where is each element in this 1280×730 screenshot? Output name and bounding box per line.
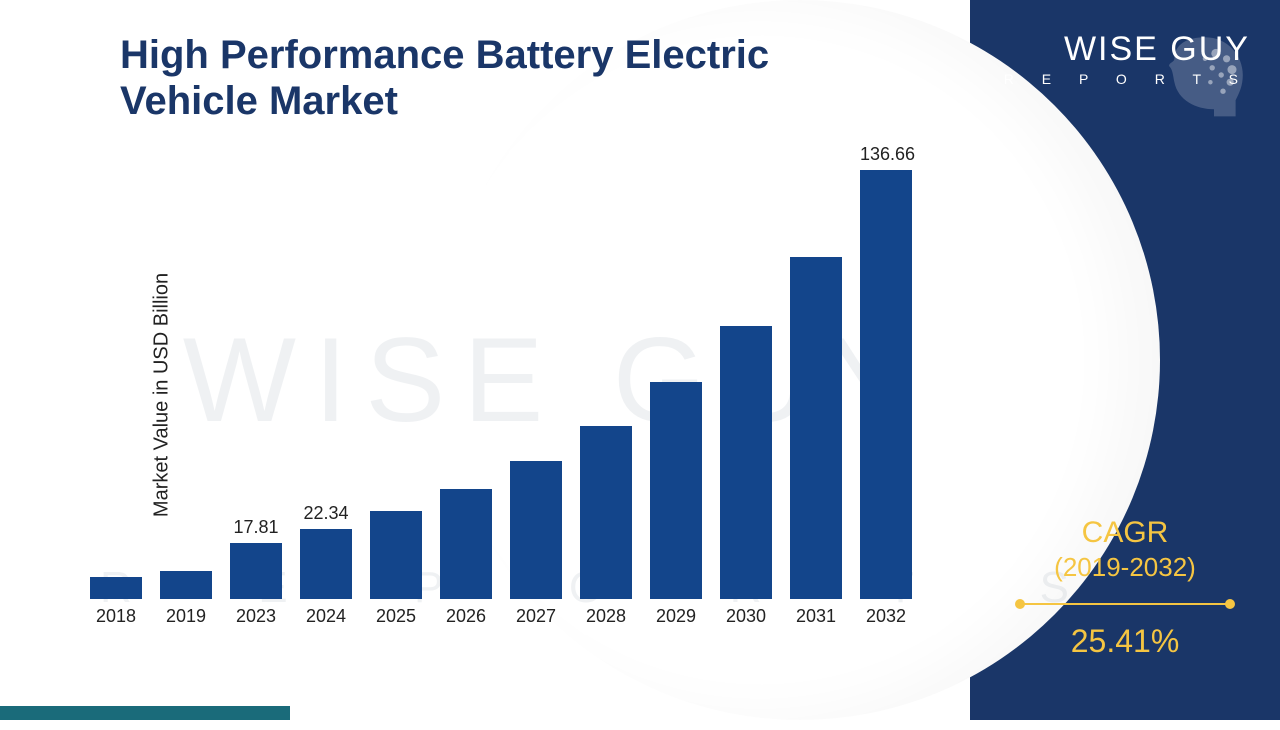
bar-group: 2027 bbox=[510, 461, 562, 599]
bar bbox=[510, 461, 562, 599]
cagr-divider bbox=[1020, 603, 1230, 605]
bar-category-label: 2019 bbox=[160, 606, 212, 627]
bar-category-label: 2018 bbox=[90, 606, 142, 627]
bar-group: 2025 bbox=[370, 511, 422, 599]
bar-group: 2029 bbox=[650, 382, 702, 599]
bar-chart: Market Value in USD Billion 2018201917.8… bbox=[70, 160, 910, 630]
bar-group: 2026 bbox=[440, 489, 492, 599]
bar-category-label: 2032 bbox=[860, 606, 912, 627]
bar-group: 2028 bbox=[580, 426, 632, 599]
cagr-range: (2019-2032) bbox=[1000, 552, 1250, 583]
bar bbox=[860, 170, 912, 600]
bar bbox=[650, 382, 702, 599]
bar bbox=[580, 426, 632, 599]
bar-group: 2031 bbox=[790, 257, 842, 599]
bar-group: 2030 bbox=[720, 326, 772, 599]
bar-category-label: 2026 bbox=[440, 606, 492, 627]
bar-category-label: 2030 bbox=[720, 606, 772, 627]
head-icon bbox=[1160, 30, 1250, 120]
bar-category-label: 2029 bbox=[650, 606, 702, 627]
chart-title: High Performance Battery Electric Vehicl… bbox=[120, 32, 840, 124]
bar bbox=[300, 529, 352, 599]
bar-category-label: 2025 bbox=[370, 606, 422, 627]
bar-category-label: 2031 bbox=[790, 606, 842, 627]
brand-logo: WISE GUY R E P O R T S bbox=[1004, 30, 1250, 87]
bar bbox=[90, 577, 142, 599]
bar bbox=[370, 511, 422, 599]
plot-area: 2018 2019 17.812023 22.342024 2025 2026 2027 20… bbox=[90, 160, 910, 600]
bar bbox=[720, 326, 772, 599]
bar-category-label: 2028 bbox=[580, 606, 632, 627]
bar-category-label: 2027 bbox=[510, 606, 562, 627]
bar bbox=[160, 571, 212, 599]
bar-category-label: 2024 bbox=[300, 606, 352, 627]
bar-group: 2018 bbox=[90, 577, 142, 599]
bar-value-label: 22.34 bbox=[300, 503, 352, 524]
cagr-value: 25.41% bbox=[1000, 623, 1250, 660]
bar bbox=[440, 489, 492, 599]
bar-group: 22.342024 bbox=[300, 529, 352, 599]
bar bbox=[790, 257, 842, 599]
bar bbox=[230, 543, 282, 599]
bottom-accent-strip bbox=[0, 706, 290, 720]
cagr-block: CAGR (2019-2032) 25.41% bbox=[1000, 516, 1250, 660]
cagr-title: CAGR bbox=[1000, 516, 1250, 550]
bar-group: 17.812023 bbox=[230, 543, 282, 599]
bar-group: 136.662032 bbox=[860, 170, 912, 600]
bar-group: 2019 bbox=[160, 571, 212, 599]
bar-category-label: 2023 bbox=[230, 606, 282, 627]
bar-value-label: 136.66 bbox=[860, 144, 912, 165]
bar-value-label: 17.81 bbox=[230, 517, 282, 538]
